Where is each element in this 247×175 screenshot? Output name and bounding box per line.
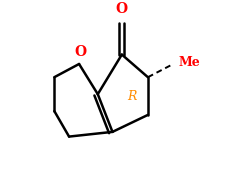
- Text: O: O: [75, 45, 87, 59]
- Text: Me: Me: [178, 56, 200, 69]
- Text: R: R: [127, 90, 137, 103]
- Text: O: O: [116, 2, 128, 16]
